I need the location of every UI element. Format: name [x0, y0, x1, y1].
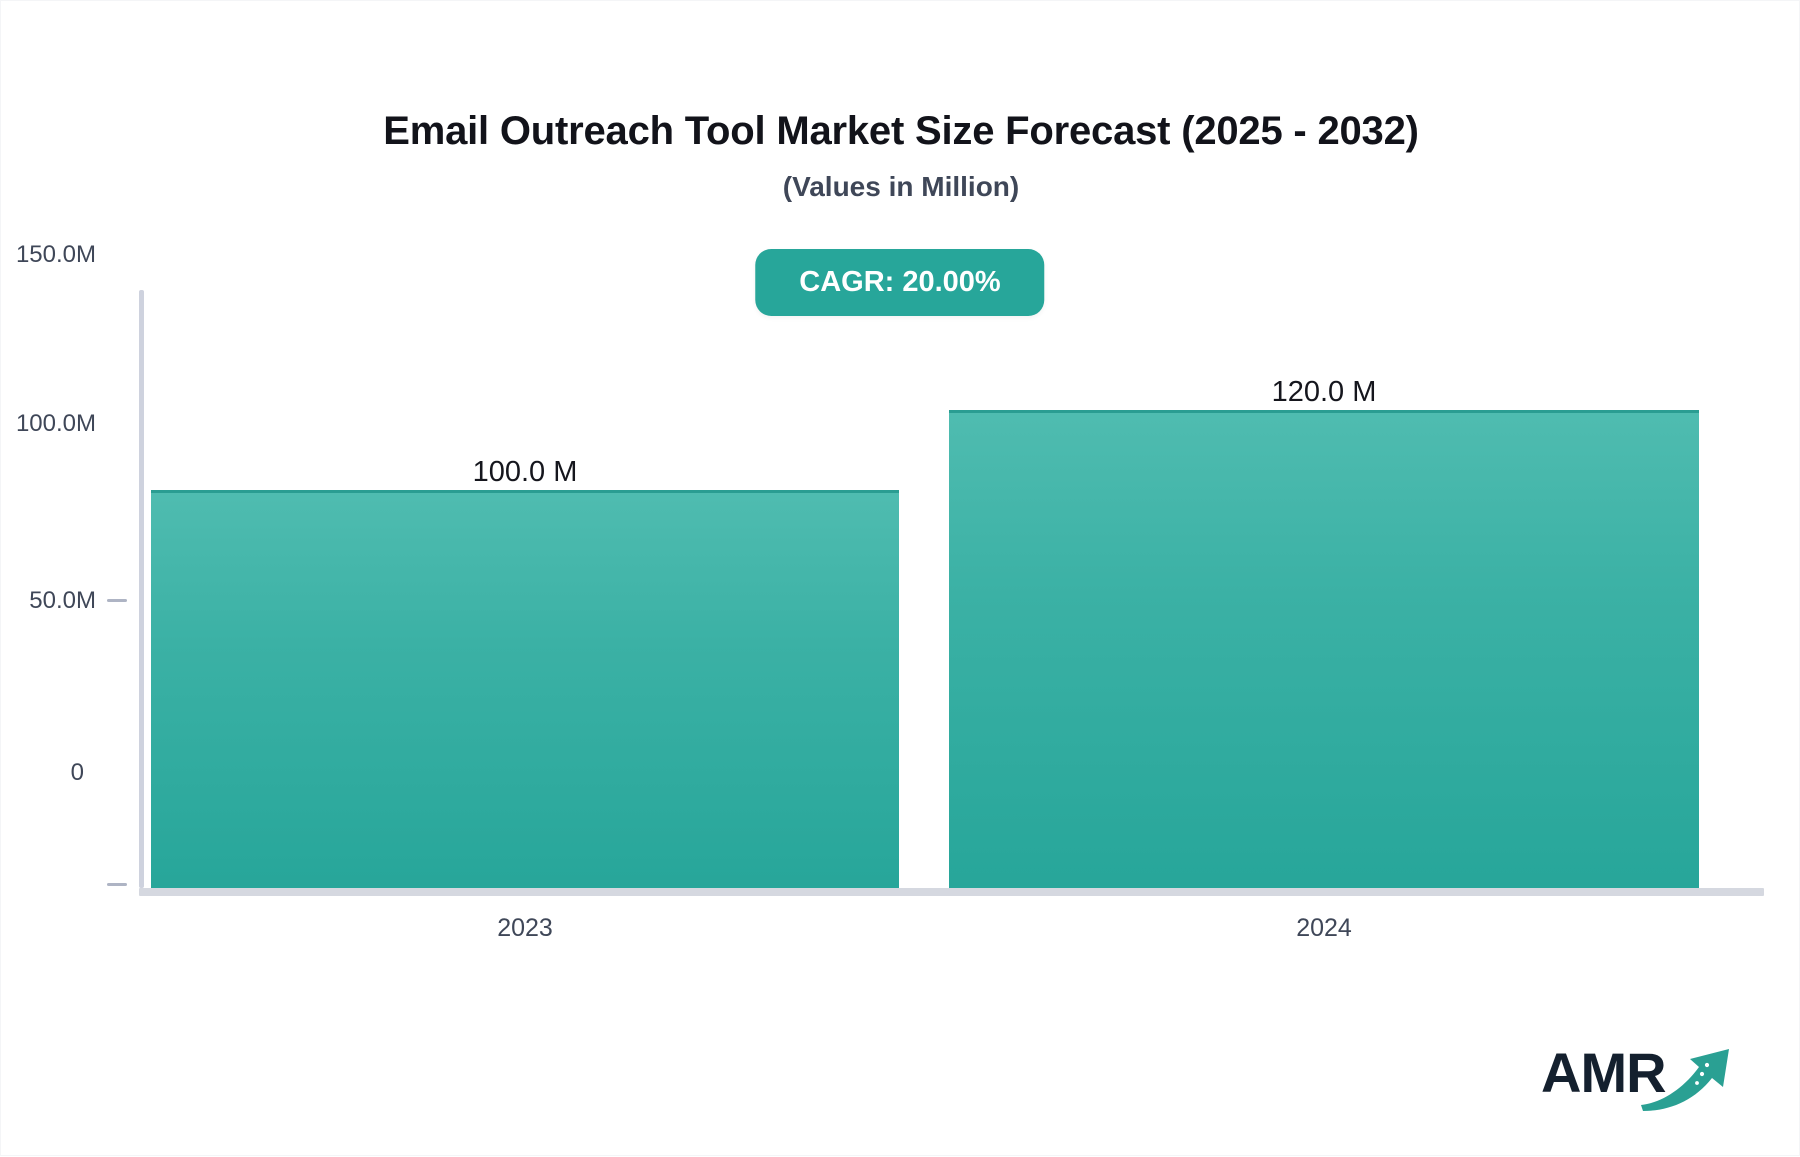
page-title: Email Outreach Tool Market Size Forecast…	[383, 109, 1419, 153]
y-tick-label-0: 0	[70, 759, 84, 786]
x-tick-label-2023: 2023	[497, 914, 553, 942]
amr-logo: AMR	[1541, 1041, 1731, 1121]
y-axis-spine	[139, 290, 144, 888]
bar-2024[interactable]	[949, 410, 1699, 888]
x-tick-label-2024: 2024	[1296, 914, 1352, 942]
cagr-badge: CAGR: 20.00%	[755, 249, 1045, 316]
y-tick-label-100: 100.0M	[15, 410, 96, 437]
chart-subtitle: (Values in Million)	[782, 171, 1020, 202]
bar-value-label-2023: 100.0 M	[472, 456, 578, 488]
amr-logo-text: AMR	[1541, 1041, 1667, 1104]
bar-value-label-2024: 120.0 M	[1271, 376, 1377, 408]
growth-arrow-icon	[1641, 1049, 1729, 1111]
y-tick-dash-0	[107, 883, 127, 886]
y-tick-label-50: 50.0M	[29, 587, 96, 614]
x-axis-baseline	[139, 888, 1764, 896]
y-tick-label-150: 150.0M	[15, 241, 96, 268]
bar-2023[interactable]	[151, 490, 899, 888]
y-tick-dash-50	[107, 599, 127, 602]
